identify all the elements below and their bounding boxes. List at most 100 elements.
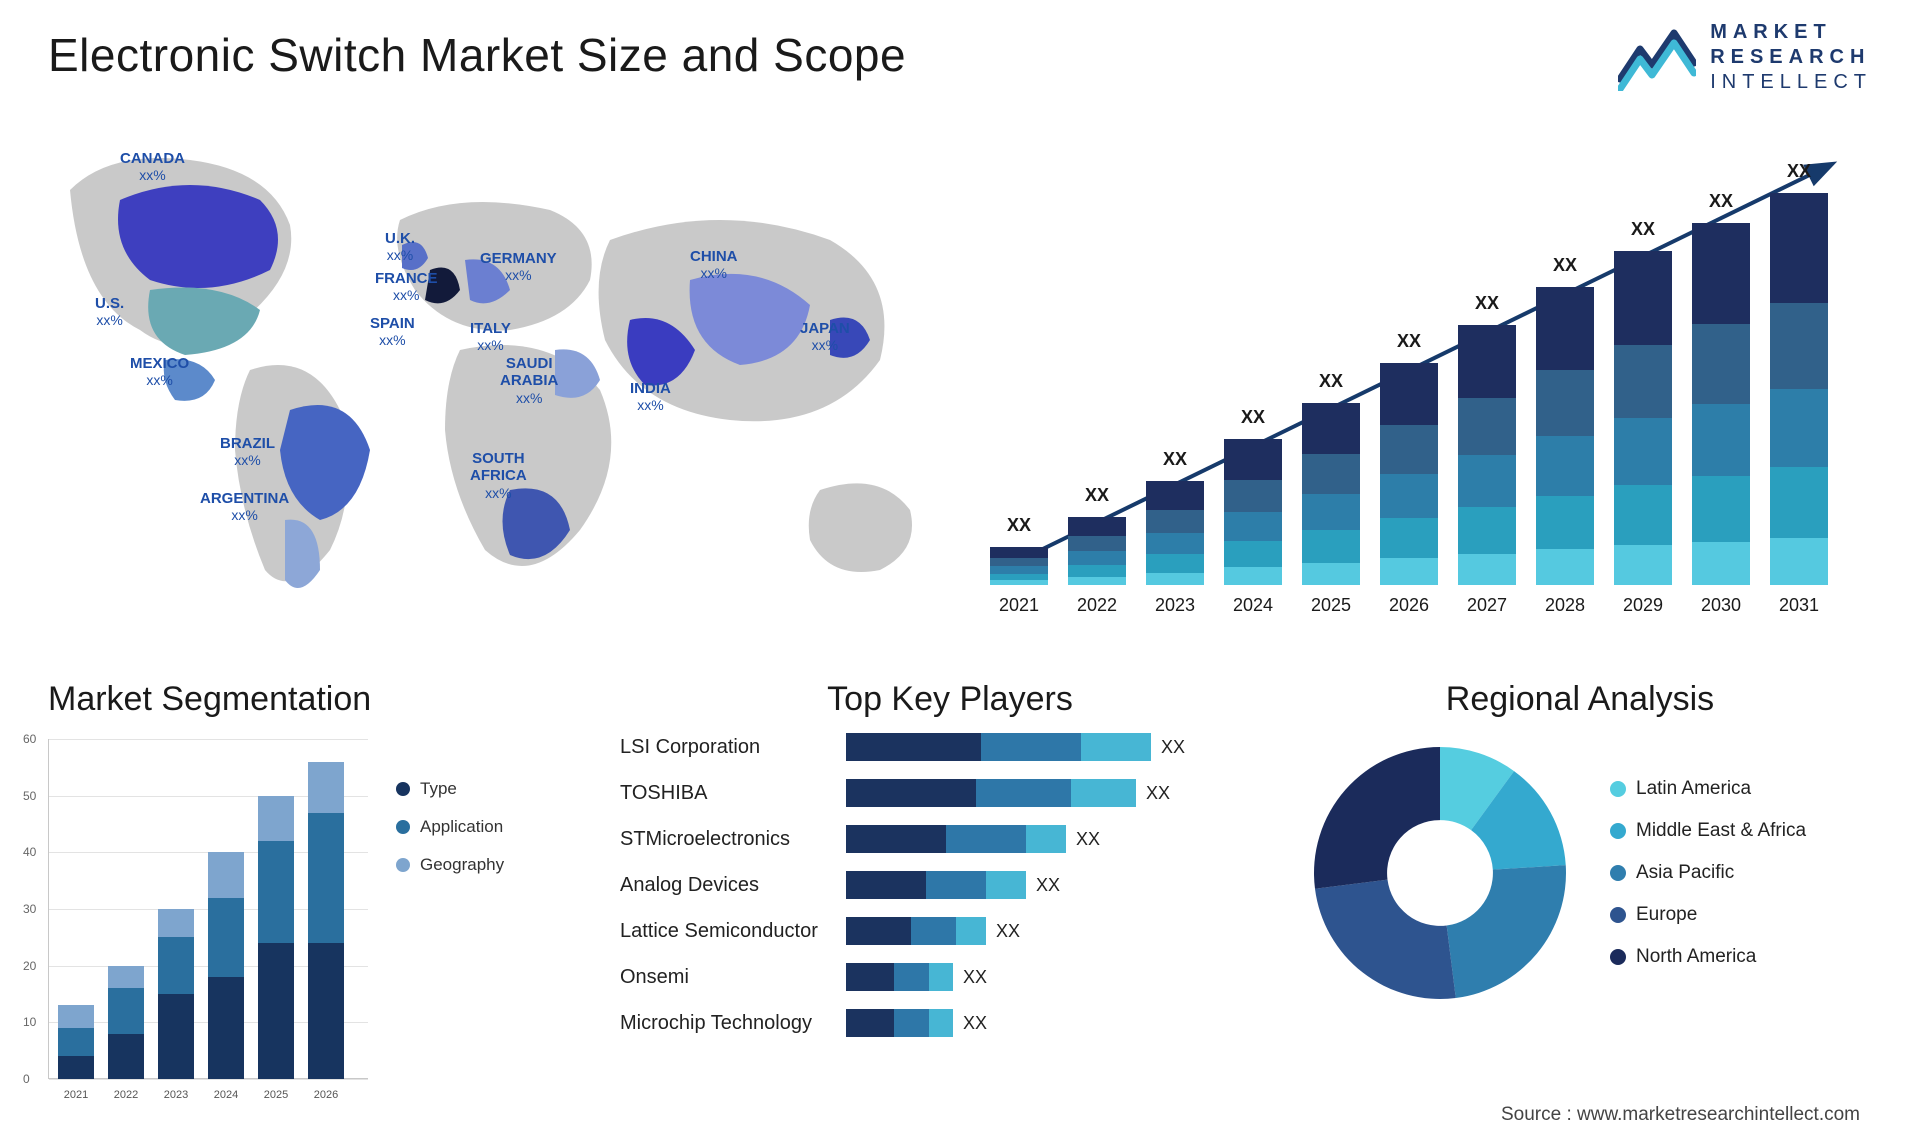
forecast-x-label: 2028	[1536, 595, 1594, 616]
segmentation-section: Market Segmentation 0102030405060 202120…	[48, 680, 588, 1079]
map-label-spain: SPAINxx%	[370, 315, 415, 348]
forecast-chart: XXXXXXXXXXXXXXXXXXXXXX 20212022202320242…	[990, 145, 1860, 625]
forecast-bar-2030: XX	[1692, 223, 1750, 585]
player-label: LSI Corporation	[620, 733, 830, 761]
forecast-bar-label: XX	[1692, 191, 1750, 212]
map-label-france: FRANCExx%	[375, 270, 438, 303]
logo-line1: MARKET	[1710, 20, 1872, 45]
forecast-x-label: 2026	[1380, 595, 1438, 616]
map-label-argentina: ARGENTINAxx%	[200, 490, 289, 523]
regional-donut	[1300, 733, 1580, 1013]
map-label-u-k-: U.K.xx%	[385, 230, 415, 263]
world-map: CANADAxx% U.S.xx%MEXICOxx% BRAZILxx% ARGENT…	[30, 130, 930, 630]
player-value: XX	[996, 921, 1020, 942]
seg-y-label: 10	[23, 1015, 36, 1029]
forecast-bar-2029: XX	[1614, 251, 1672, 585]
forecast-x-label: 2023	[1146, 595, 1204, 616]
player-label: TOSHIBA	[620, 779, 830, 807]
seg-legend-item: Geography	[396, 855, 504, 875]
forecast-bar-label: XX	[1146, 449, 1204, 470]
forecast-x-label: 2031	[1770, 595, 1828, 616]
forecast-x-label: 2027	[1458, 595, 1516, 616]
forecast-bar-label: XX	[990, 515, 1048, 536]
forecast-bar-label: XX	[1224, 407, 1282, 428]
seg-bar-2023	[158, 909, 194, 1079]
players-labels: LSI Corporation TOSHIBA STMicroelectronics…	[620, 733, 830, 1037]
player-value: XX	[963, 1013, 987, 1034]
seg-bar-2025	[258, 796, 294, 1079]
seg-y-label: 30	[23, 902, 36, 916]
seg-x-label: 2024	[208, 1089, 244, 1101]
forecast-bar-label: XX	[1614, 219, 1672, 240]
map-label-u-s-: U.S.xx%	[95, 295, 124, 328]
page-title: Electronic Switch Market Size and Scope	[48, 28, 906, 82]
forecast-bar-2021: XX	[990, 547, 1048, 585]
logo-line3: INTELLECT	[1710, 70, 1872, 95]
player-bar-row: XX	[846, 733, 1280, 761]
forecast-bar-label: XX	[1536, 255, 1594, 276]
regional-section: Regional Analysis Latin America Middle Ea…	[1300, 680, 1860, 1013]
players-title: Top Key Players	[620, 680, 1280, 719]
map-label-canada: CANADAxx%	[120, 150, 185, 183]
forecast-bar-2023: XX	[1146, 481, 1204, 585]
player-label: Lattice Semiconductor	[620, 917, 830, 945]
forecast-bar-label: XX	[1302, 371, 1360, 392]
forecast-x-label: 2029	[1614, 595, 1672, 616]
seg-legend-item: Type	[396, 779, 504, 799]
seg-y-label: 20	[23, 959, 36, 973]
player-bar-row: XX	[846, 871, 1280, 899]
seg-bar-2022	[108, 966, 144, 1079]
map-label-brazil: BRAZILxx%	[220, 435, 275, 468]
map-label-italy: ITALYxx%	[470, 320, 511, 353]
seg-legend-item: Application	[396, 817, 504, 837]
forecast-bar-label: XX	[1770, 161, 1828, 182]
players-bars: XX XX XX XX XX XX XX	[846, 733, 1280, 1037]
regional-legend: Latin America Middle East & Africa Asia Pa…	[1610, 778, 1806, 968]
map-label-japan: JAPANxx%	[800, 320, 850, 353]
forecast-bar-label: XX	[1458, 293, 1516, 314]
player-label: Microchip Technology	[620, 1009, 830, 1037]
seg-bar-2024	[208, 852, 244, 1079]
player-bar-row: XX	[846, 917, 1280, 945]
regional-title: Regional Analysis	[1300, 680, 1860, 719]
player-bar-row: XX	[846, 963, 1280, 991]
player-value: XX	[1146, 783, 1170, 804]
players-section: Top Key Players LSI Corporation TOSHIBA ST…	[620, 680, 1280, 1037]
seg-x-label: 2021	[58, 1089, 94, 1101]
player-value: XX	[1076, 829, 1100, 850]
segmentation-chart: 0102030405060 202120222023202420252026	[48, 739, 368, 1079]
map-label-saudi-arabia: SAUDIARABIAxx%	[500, 355, 558, 406]
regional-legend-item: North America	[1610, 946, 1806, 968]
seg-bar-2021	[58, 1005, 94, 1079]
regional-legend-item: Asia Pacific	[1610, 862, 1806, 884]
forecast-bar-2022: XX	[1068, 517, 1126, 585]
donut-slice	[1314, 747, 1440, 889]
forecast-bar-label: XX	[1068, 485, 1126, 506]
player-value: XX	[1161, 737, 1185, 758]
segmentation-title: Market Segmentation	[48, 680, 588, 719]
map-label-china: CHINAxx%	[690, 248, 738, 281]
player-bar-row: XX	[846, 779, 1280, 807]
forecast-bar-2027: XX	[1458, 325, 1516, 585]
logo-line2: RESEARCH	[1710, 45, 1872, 70]
donut-slice	[1447, 865, 1566, 998]
player-value: XX	[1036, 875, 1060, 896]
seg-bar-2026	[308, 762, 344, 1079]
player-label: Onsemi	[620, 963, 830, 991]
forecast-x-label: 2030	[1692, 595, 1750, 616]
player-bar-row: XX	[846, 825, 1280, 853]
seg-y-label: 60	[23, 732, 36, 746]
regional-legend-item: Middle East & Africa	[1610, 820, 1806, 842]
map-label-germany: GERMANYxx%	[480, 250, 557, 283]
regional-legend-item: Europe	[1610, 904, 1806, 926]
map-label-mexico: MEXICOxx%	[130, 355, 189, 388]
player-bar-row: XX	[846, 1009, 1280, 1037]
forecast-x-label: 2021	[990, 595, 1048, 616]
forecast-x-label: 2024	[1224, 595, 1282, 616]
forecast-x-label: 2025	[1302, 595, 1360, 616]
regional-legend-item: Latin America	[1610, 778, 1806, 800]
forecast-bar-2026: XX	[1380, 363, 1438, 585]
source-text: Source : www.marketresearchintellect.com	[1501, 1104, 1860, 1126]
seg-y-label: 50	[23, 789, 36, 803]
player-label: STMicroelectronics	[620, 825, 830, 853]
